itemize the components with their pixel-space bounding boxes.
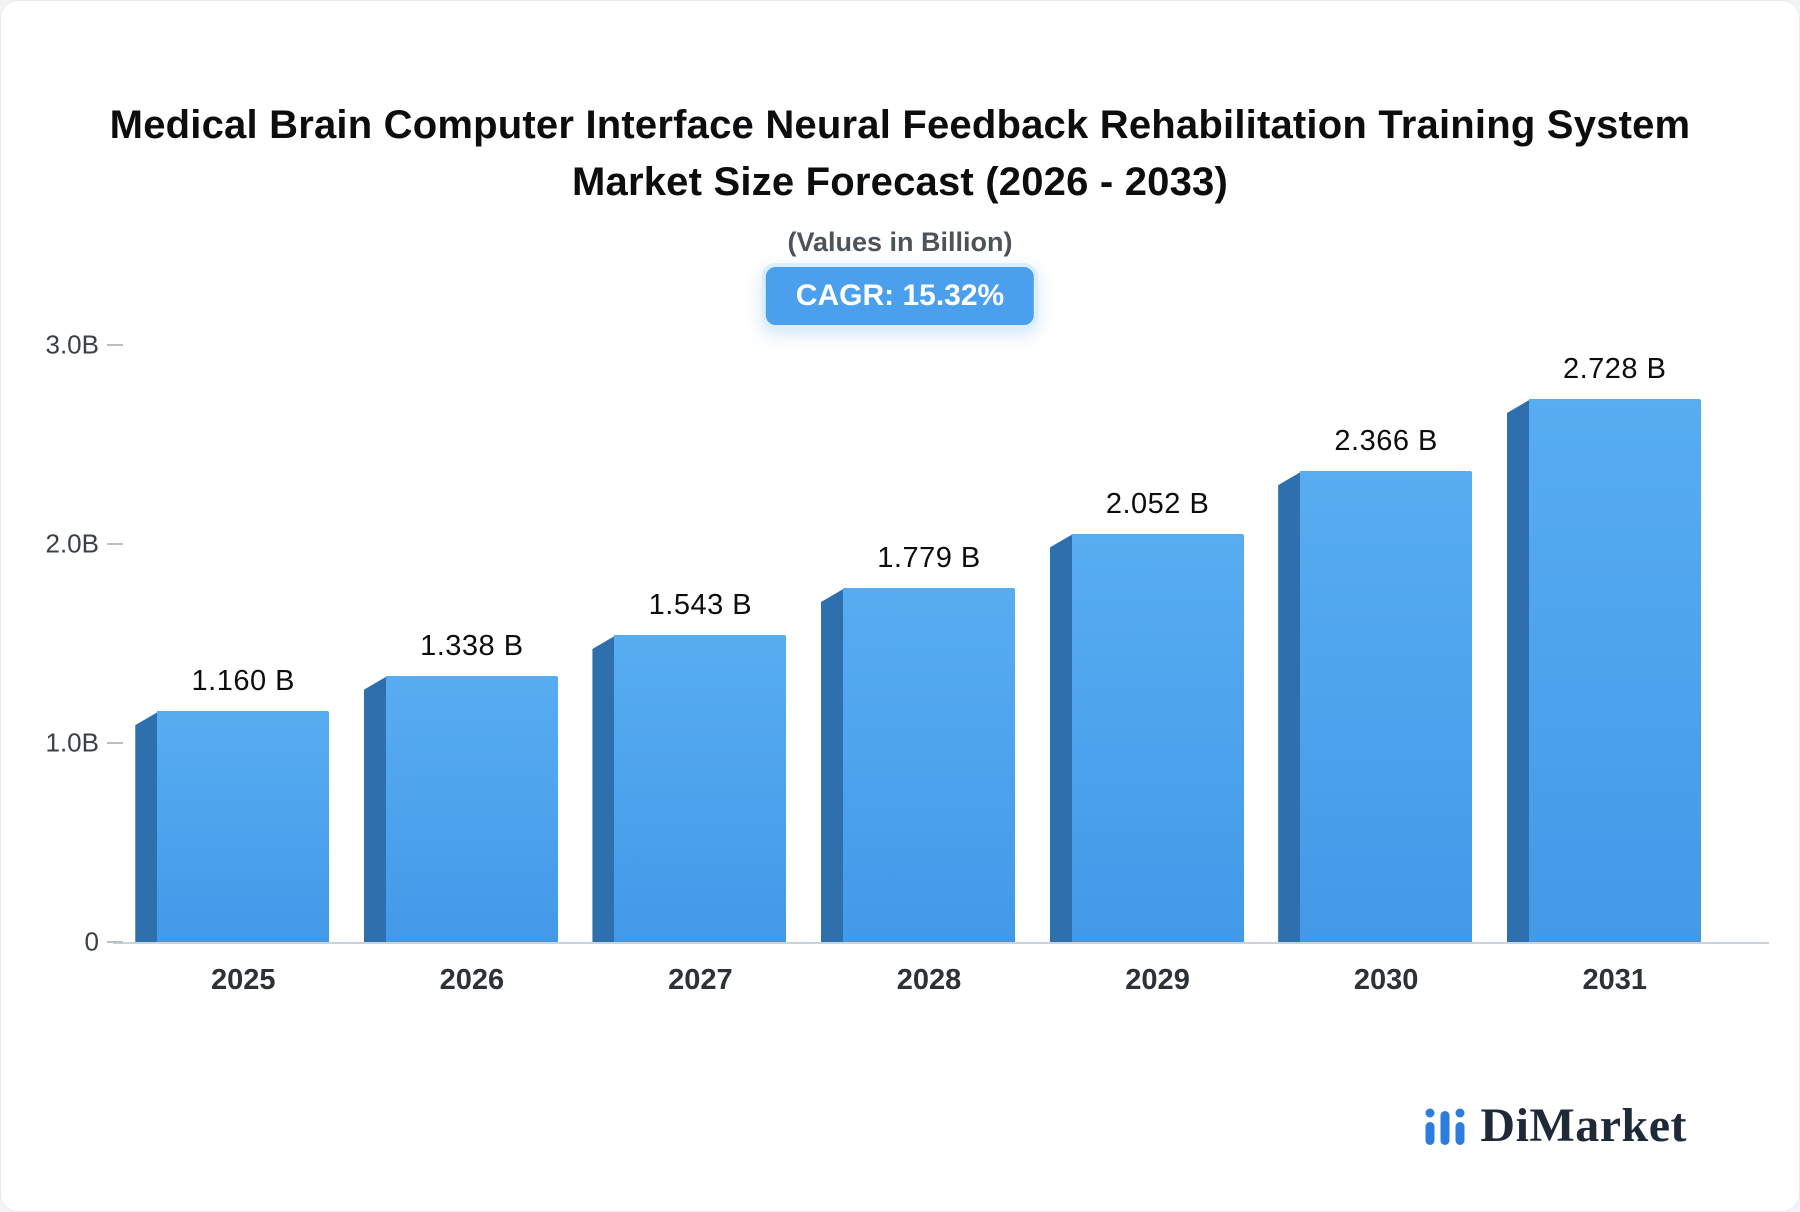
bar [1300, 471, 1473, 942]
y-axis-tick-label: 2.0B [45, 528, 100, 559]
brand-logo: DiMarket [1422, 1098, 1687, 1153]
bar-value-label: 1.338 B [420, 629, 524, 662]
x-axis-category-label: 2028 [896, 964, 962, 996]
bar-value-label: 2.366 B [1334, 425, 1438, 458]
chart-title-line2: Market Size Forecast (2026 - 2033) [571, 160, 1229, 204]
bar-3d-side [821, 587, 845, 942]
y-axis-tick-mark [107, 344, 123, 346]
brand-name: DiMarket [1480, 1099, 1687, 1152]
x-axis-category-label: 2030 [1353, 964, 1419, 996]
bar-value-label: 2.052 B [1105, 487, 1210, 520]
bar-3d-side [363, 675, 388, 942]
chart-title: Medical Brain Computer Interface Neural … [1, 97, 1799, 211]
y-axis-tick-mark [107, 941, 123, 943]
bar-value-label: 1.543 B [648, 588, 753, 621]
bar [614, 634, 787, 942]
x-axis-category-label: 2029 [1125, 964, 1190, 996]
bar [157, 711, 330, 942]
bar-value-label: 2.728 B [1562, 353, 1667, 386]
chart-subtitle: (Values in Billion) [787, 227, 1013, 257]
y-axis-tick-mark [107, 742, 123, 744]
bar-value-label: 1.779 B [877, 541, 981, 574]
y-axis-tick-label: 0 [84, 926, 99, 957]
x-axis-category-label: 2025 [211, 964, 276, 996]
x-axis-category-label: 2027 [668, 964, 733, 996]
bar [1071, 533, 1244, 942]
bar-chart-logo-icon [1422, 1103, 1468, 1149]
x-axis-category-label: 2026 [439, 964, 505, 996]
bar [1528, 399, 1701, 942]
y-axis-tick-label: 3.0B [45, 329, 100, 360]
chart-title-line1: Medical Brain Computer Interface Neural … [109, 103, 1691, 147]
bar-3d-side [1049, 533, 1074, 942]
x-axis-line [113, 942, 1769, 944]
y-axis-tick-mark [107, 543, 123, 545]
bar-value-label: 1.160 B [191, 665, 296, 698]
bar-3d-side [1506, 399, 1531, 942]
bar-3d-side [592, 634, 617, 942]
bar-3d-side [135, 711, 160, 942]
bar [843, 587, 1015, 942]
x-axis-category-label: 2031 [1582, 964, 1647, 996]
bar [385, 675, 558, 942]
cagr-badge: CAGR: 15.32% [761, 263, 1039, 329]
y-axis-tick-label: 1.0B [45, 727, 100, 758]
bar-3d-side [1278, 471, 1303, 942]
